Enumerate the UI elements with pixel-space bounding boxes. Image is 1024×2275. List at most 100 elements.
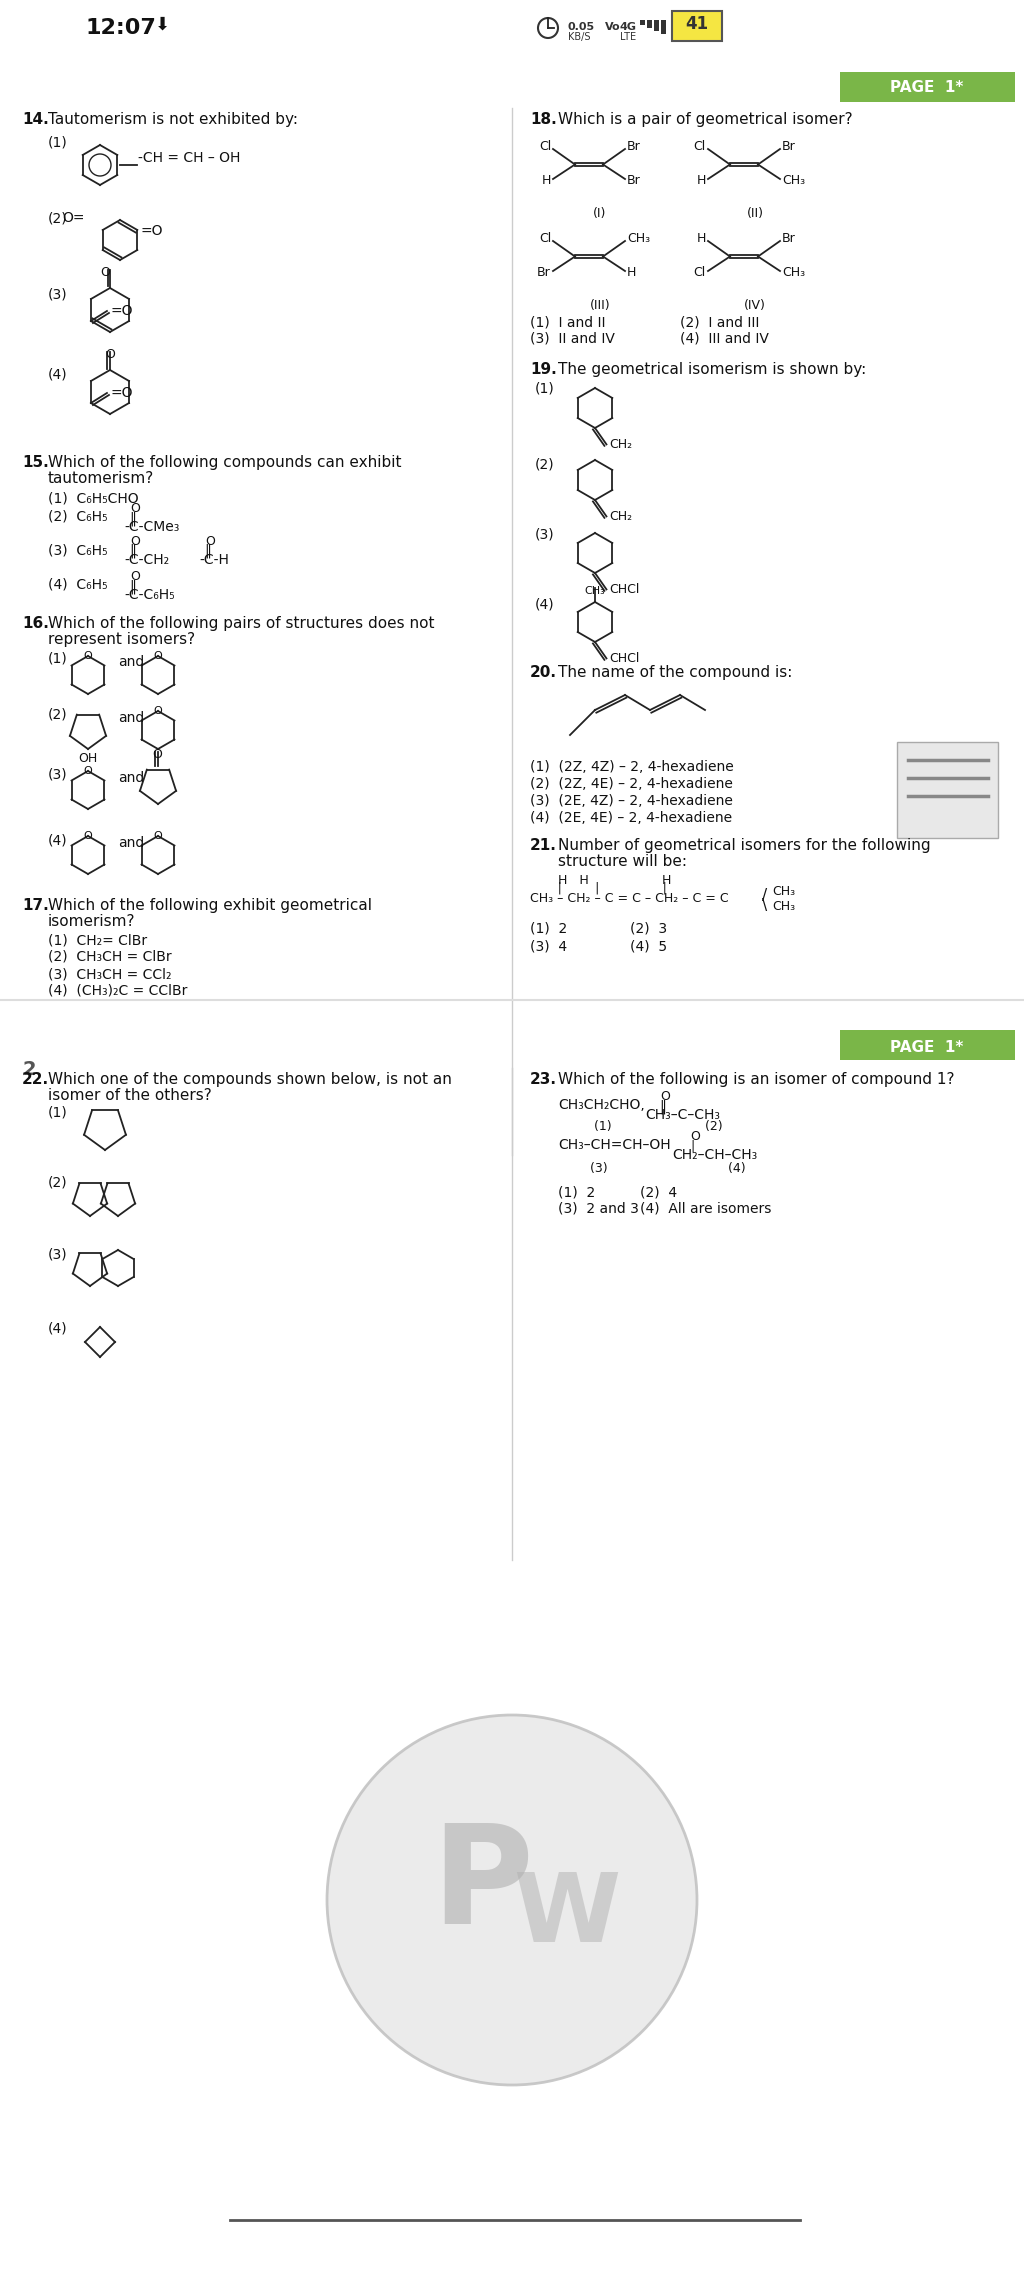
- Text: (2)  C₆H₅: (2) C₆H₅: [48, 510, 108, 523]
- Text: (II): (II): [746, 207, 764, 221]
- Text: The name of the compound is:: The name of the compound is:: [558, 664, 793, 680]
- Text: O: O: [84, 651, 92, 662]
- Text: O: O: [130, 503, 140, 514]
- Text: (3)  II and IV: (3) II and IV: [530, 332, 614, 346]
- Text: H: H: [696, 232, 706, 243]
- Text: The geometrical isomerism is shown by:: The geometrical isomerism is shown by:: [558, 362, 866, 378]
- Text: (3)  (2E, 4Z) – 2, 4-hexadiene: (3) (2E, 4Z) – 2, 4-hexadiene: [530, 794, 733, 808]
- Text: ‖: ‖: [130, 580, 136, 594]
- Text: (1)  2: (1) 2: [530, 921, 567, 935]
- Text: /: /: [762, 887, 767, 903]
- FancyBboxPatch shape: [672, 11, 722, 41]
- Text: (4)  5: (4) 5: [630, 940, 667, 953]
- Text: \: \: [762, 899, 767, 912]
- Text: O: O: [100, 266, 110, 280]
- Text: 17.: 17.: [22, 899, 49, 912]
- Text: (2): (2): [48, 1176, 68, 1190]
- Text: (2)  I and III: (2) I and III: [680, 314, 760, 330]
- Text: (IV): (IV): [744, 298, 766, 312]
- Text: =O: =O: [111, 387, 133, 400]
- Text: CH₃: CH₃: [782, 175, 805, 187]
- Text: (1)  (2Z, 4Z) – 2, 4-hexadiene: (1) (2Z, 4Z) – 2, 4-hexadiene: [530, 760, 734, 774]
- Text: O: O: [154, 651, 163, 662]
- Text: ‖: ‖: [130, 544, 136, 557]
- Text: (4)  C₆H₅: (4) C₆H₅: [48, 578, 108, 592]
- Text: ⬇: ⬇: [155, 16, 170, 34]
- Text: structure will be:: structure will be:: [558, 853, 687, 869]
- Text: (1)  I and II: (1) I and II: [530, 314, 605, 330]
- Text: tautomerism?: tautomerism?: [48, 471, 155, 487]
- Text: (2): (2): [48, 212, 68, 225]
- Text: PAGE  1*: PAGE 1*: [890, 80, 964, 96]
- Text: and: and: [118, 712, 144, 726]
- Text: O: O: [205, 535, 215, 548]
- Text: LTE: LTE: [620, 32, 636, 41]
- Text: O: O: [154, 830, 163, 842]
- Text: CHCl: CHCl: [609, 653, 640, 664]
- Text: Which of the following pairs of structures does not: Which of the following pairs of structur…: [48, 617, 434, 630]
- Text: O=: O=: [62, 212, 85, 225]
- Text: (3): (3): [558, 1163, 607, 1174]
- Text: |    |: | |: [556, 883, 601, 894]
- Text: (3): (3): [48, 289, 68, 303]
- Text: -C-H: -C-H: [199, 553, 229, 566]
- Text: (3)  CH₃CH = CCl₂: (3) CH₃CH = CCl₂: [48, 967, 171, 981]
- FancyBboxPatch shape: [840, 73, 1015, 102]
- Text: CH₃–CH=CH–OH: CH₃–CH=CH–OH: [558, 1138, 671, 1151]
- Text: CH₃: CH₃: [772, 885, 795, 899]
- Text: CH₂: CH₂: [609, 510, 633, 523]
- Text: ‖: ‖: [205, 544, 211, 557]
- FancyBboxPatch shape: [662, 20, 666, 34]
- Text: (1): (1): [48, 136, 68, 150]
- Text: CH₃: CH₃: [772, 901, 795, 912]
- Text: O: O: [690, 1131, 700, 1142]
- Text: (4)  (2E, 4E) – 2, 4-hexadiene: (4) (2E, 4E) – 2, 4-hexadiene: [530, 810, 732, 826]
- Text: Number of geometrical isomers for the following: Number of geometrical isomers for the fo…: [558, 837, 931, 853]
- Text: isomerism?: isomerism?: [48, 915, 135, 928]
- Circle shape: [327, 1715, 697, 2084]
- Text: Cl: Cl: [539, 139, 551, 152]
- Text: 22.: 22.: [22, 1072, 49, 1087]
- Text: O: O: [84, 830, 92, 842]
- Text: (4): (4): [48, 369, 68, 382]
- Text: (4): (4): [535, 598, 555, 612]
- Text: -C-CMe₃: -C-CMe₃: [124, 521, 179, 535]
- Text: Cl: Cl: [539, 232, 551, 243]
- Text: 19.: 19.: [530, 362, 557, 378]
- Text: (2): (2): [665, 1119, 723, 1133]
- Text: CHCl: CHCl: [609, 582, 640, 596]
- Text: CH₃–C–CH₃: CH₃–C–CH₃: [645, 1108, 720, 1122]
- Text: (2)  3: (2) 3: [630, 921, 667, 935]
- Text: Which of the following exhibit geometrical: Which of the following exhibit geometric…: [48, 899, 372, 912]
- Text: ‖: ‖: [659, 1099, 667, 1112]
- Text: (1)  2: (1) 2: [558, 1185, 595, 1199]
- Text: O: O: [130, 571, 140, 582]
- Text: O: O: [154, 705, 163, 717]
- Text: (2)  CH₃CH = ClBr: (2) CH₃CH = ClBr: [48, 951, 172, 965]
- Text: (2): (2): [535, 457, 555, 471]
- Text: Br: Br: [782, 232, 796, 243]
- Text: 2: 2: [22, 1060, 36, 1078]
- Text: O: O: [152, 748, 162, 762]
- Text: Which of the following is an isomer of compound 1?: Which of the following is an isomer of c…: [558, 1072, 954, 1087]
- Text: (III): (III): [590, 298, 610, 312]
- Text: CH₃: CH₃: [585, 587, 605, 596]
- Text: and: and: [118, 771, 144, 785]
- Text: Br: Br: [627, 175, 641, 187]
- Text: (3): (3): [48, 1249, 68, 1263]
- Text: (2)  (2Z, 4E) – 2, 4-hexadiene: (2) (2Z, 4E) – 2, 4-hexadiene: [530, 778, 733, 792]
- Text: 21.: 21.: [530, 837, 557, 853]
- Text: (1): (1): [535, 380, 555, 396]
- Text: (3): (3): [535, 528, 555, 541]
- Text: -C-C₆H₅: -C-C₆H₅: [124, 587, 175, 603]
- Text: (2): (2): [48, 708, 68, 721]
- Text: W: W: [513, 1868, 621, 1961]
- Text: 4G: 4G: [620, 23, 637, 32]
- Text: 18.: 18.: [530, 111, 557, 127]
- Text: (4): (4): [672, 1163, 745, 1174]
- Text: P: P: [431, 1818, 532, 1952]
- Text: 14.: 14.: [22, 111, 49, 127]
- Text: isomer of the others?: isomer of the others?: [48, 1087, 212, 1103]
- Text: (4): (4): [48, 1322, 68, 1335]
- Text: Br: Br: [627, 139, 641, 152]
